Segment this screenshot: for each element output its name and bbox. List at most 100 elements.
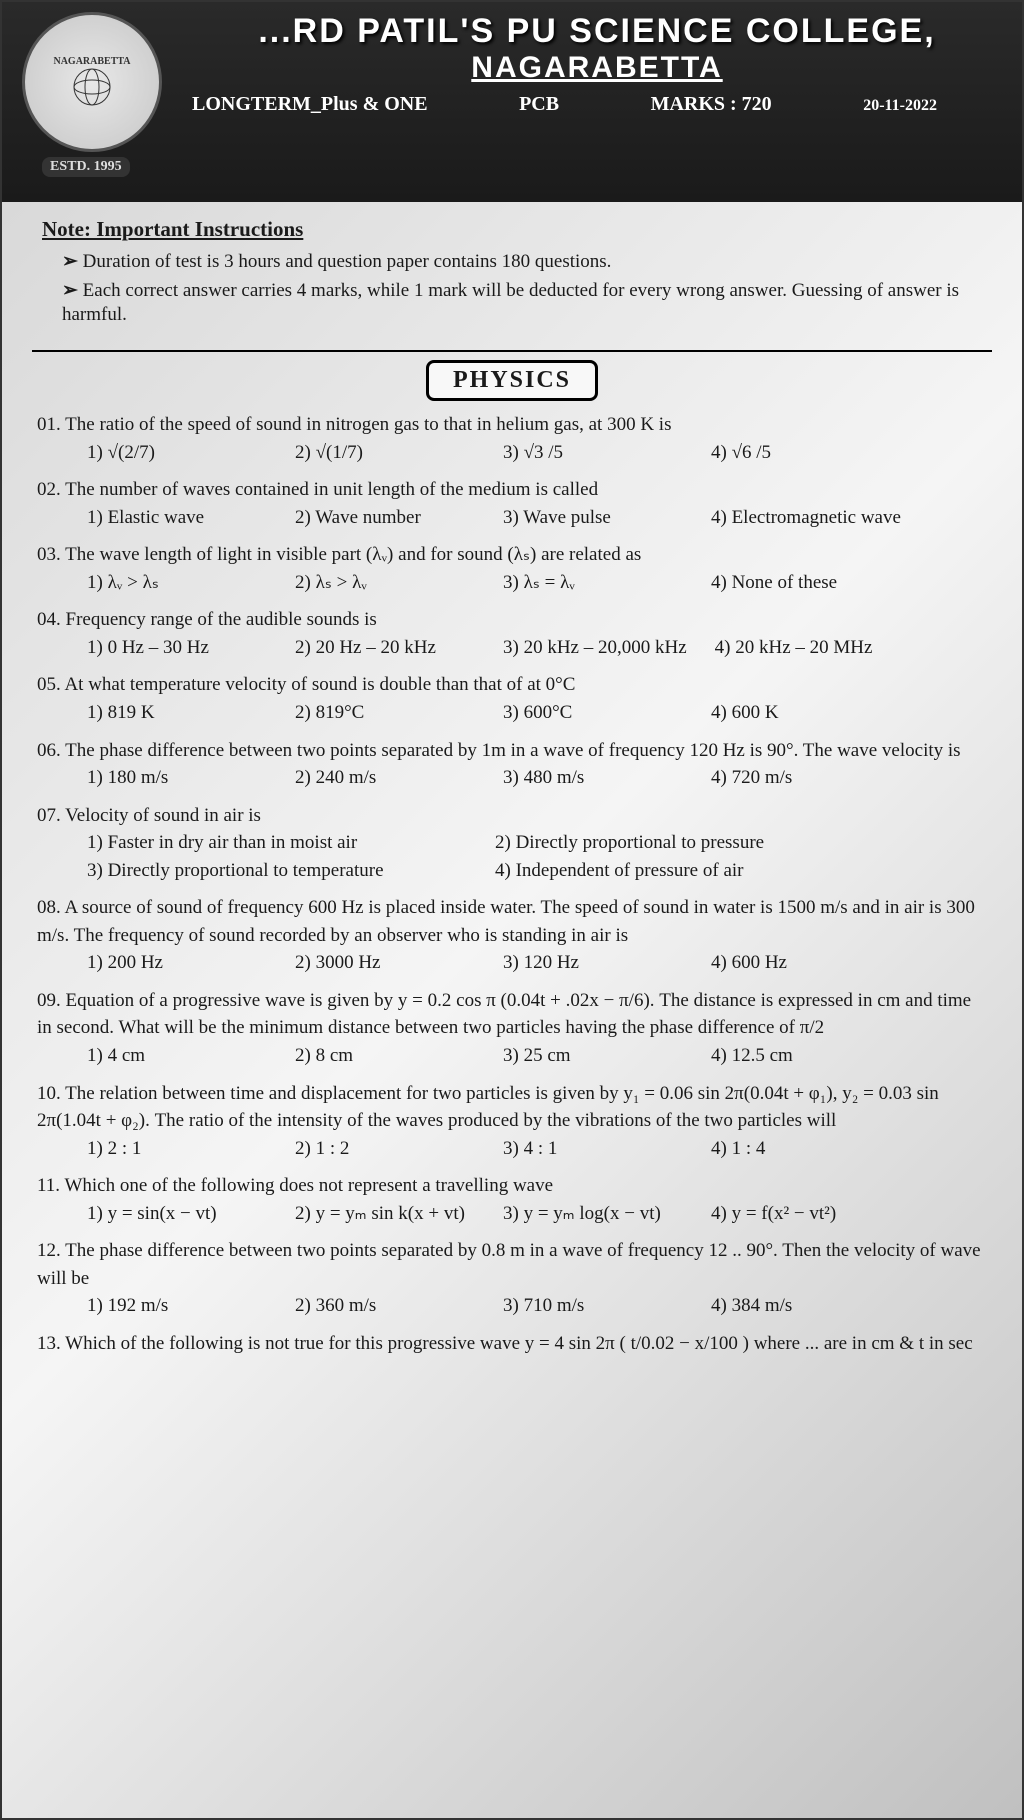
option: 2) 1 : 2 — [295, 1135, 475, 1163]
option: 2) √(1/7) — [295, 439, 475, 467]
exam-date: 20-11-2022 — [863, 97, 937, 115]
q-stem: The wave length of light in visible part… — [65, 544, 641, 565]
question-09: 09. Equation of a progressive wave is gi… — [37, 987, 987, 1070]
option: 1) Elastic wave — [87, 504, 267, 532]
instructions-title: Note: Important Instructions — [42, 217, 982, 242]
college-location: NAGARABETTA — [192, 51, 1002, 85]
subject-box: PHYSICS — [426, 360, 598, 401]
question-13: 13. Which of the following is not true f… — [37, 1330, 987, 1358]
option: 4) y = f(x² − vt²) — [711, 1200, 891, 1228]
option: 4) None of these — [711, 569, 891, 597]
option: 2) 20 Hz – 20 kHz — [295, 634, 475, 662]
college-title: ...RD PATIL'S PU SCIENCE COLLEGE, — [192, 12, 1002, 51]
option: 4) 720 m/s — [711, 764, 891, 792]
instructions: Note: Important Instructions Duration of… — [2, 202, 1022, 342]
college-emblem: NAGARABETTA — [22, 12, 162, 152]
q-stem: At what temperature velocity of sound is… — [64, 674, 575, 695]
divider — [32, 350, 992, 352]
option: 2) 819°C — [295, 699, 475, 727]
q-stem: Which of the following is not true for t… — [65, 1333, 972, 1354]
q-stem: Equation of a progressive wave is given … — [37, 990, 971, 1039]
subject-heading-wrap: PHYSICS — [2, 360, 1022, 401]
option: 3) 25 cm — [503, 1042, 683, 1070]
q-stem: A source of sound of frequency 600 Hz is… — [37, 897, 975, 946]
option: 2) 3000 Hz — [295, 949, 475, 977]
option: 3) 480 m/s — [503, 764, 683, 792]
instruction-item: Each correct answer carries 4 marks, whi… — [62, 279, 982, 328]
question-11: 11. Which one of the following does not … — [37, 1172, 987, 1227]
option: 3) 710 m/s — [503, 1292, 683, 1320]
question-02: 02. The number of waves contained in uni… — [37, 476, 987, 531]
globe-icon — [62, 67, 122, 107]
option: 1) √(2/7) — [87, 439, 267, 467]
option: 1) 180 m/s — [87, 764, 267, 792]
option: 4) Electromagnetic wave — [711, 504, 901, 532]
option: 2) Directly proportional to pressure — [495, 829, 875, 857]
question-01: 01. The ratio of the speed of sound in n… — [37, 411, 987, 466]
marks: MARKS : 720 — [651, 93, 772, 116]
option: 4) 600 Hz — [711, 949, 891, 977]
option: 4) 600 K — [711, 699, 891, 727]
q-number: 05 — [37, 674, 56, 695]
q-stem: The relation between time and displaceme… — [37, 1083, 939, 1132]
option: 3) y = yₘ log(x − vt) — [503, 1200, 683, 1228]
q-number: 10 — [37, 1083, 56, 1104]
question-12: 12. The phase difference between two poi… — [37, 1237, 987, 1320]
option: 1) 2 : 1 — [87, 1135, 267, 1163]
option: 3) Directly proportional to temperature — [87, 857, 467, 885]
option: 2) λₛ > λᵥ — [295, 569, 475, 597]
option: 2) 240 m/s — [295, 764, 475, 792]
option: 1) λᵥ > λₛ — [87, 569, 267, 597]
q-number: 02 — [37, 479, 56, 500]
option: 1) y = sin(x − vt) — [87, 1200, 267, 1228]
option: 4) √6 /5 — [711, 439, 891, 467]
q-number: 01 — [37, 414, 56, 435]
q-number: 04 — [37, 609, 56, 630]
q-number: 06 — [37, 740, 56, 761]
q-number: 11 — [37, 1175, 55, 1196]
option: 4) 12.5 cm — [711, 1042, 891, 1070]
option: 1) 819 K — [87, 699, 267, 727]
option: 3) 120 Hz — [503, 949, 683, 977]
instructions-list: Duration of test is 3 hours and question… — [42, 250, 982, 328]
q-stem: The phase difference between two points … — [37, 1240, 981, 1289]
q-stem: The number of waves contained in unit le… — [65, 479, 598, 500]
question-08: 08. A source of sound of frequency 600 H… — [37, 894, 987, 977]
question-10: 10. The relation between time and displa… — [37, 1080, 987, 1163]
exam-paper-page: NAGARABETTA ESTD. 1995 ...RD PATIL'S PU … — [0, 0, 1024, 1820]
option: 3) Wave pulse — [503, 504, 683, 532]
q-number: 13 — [37, 1333, 56, 1354]
question-07: 07. Velocity of sound in air is 1) Faste… — [37, 802, 987, 885]
question-05: 05. At what temperature velocity of soun… — [37, 671, 987, 726]
q-stem: Which one of the following does not repr… — [64, 1175, 553, 1196]
option: 1) 192 m/s — [87, 1292, 267, 1320]
exam-meta-row: LONGTERM_Plus & ONE PCB MARKS : 720 20-1… — [192, 93, 1002, 116]
estd-badge: ESTD. 1995 — [42, 157, 130, 177]
instruction-item: Duration of test is 3 hours and question… — [62, 250, 982, 275]
stream: PCB — [519, 93, 559, 116]
option: 3) √3 /5 — [503, 439, 683, 467]
questions-section: 01. The ratio of the speed of sound in n… — [2, 411, 1022, 1397]
q-number: 03 — [37, 544, 56, 565]
q-number: 09 — [37, 990, 56, 1011]
q-stem: The phase difference between two points … — [65, 740, 960, 761]
question-06: 06. The phase difference between two poi… — [37, 737, 987, 792]
title-area: ...RD PATIL'S PU SCIENCE COLLEGE, NAGARA… — [192, 12, 1002, 116]
option: 2) Wave number — [295, 504, 475, 532]
option: 1) 0 Hz – 30 Hz — [87, 634, 267, 662]
option: 3) 600°C — [503, 699, 683, 727]
option: 1) 4 cm — [87, 1042, 267, 1070]
option: 4) 1 : 4 — [711, 1135, 891, 1163]
option: 1) 200 Hz — [87, 949, 267, 977]
option: 3) 4 : 1 — [503, 1135, 683, 1163]
q-number: 07 — [37, 805, 56, 826]
option: 3) 20 kHz – 20,000 kHz — [503, 634, 687, 662]
exam-name: LONGTERM_Plus & ONE — [192, 93, 428, 116]
q-number: 08 — [37, 897, 56, 918]
option: 4) 20 kHz – 20 MHz — [715, 634, 895, 662]
emblem-org: NAGARABETTA — [53, 56, 130, 67]
option: 3) λₛ = λᵥ — [503, 569, 683, 597]
option: 4) 384 m/s — [711, 1292, 891, 1320]
option: 1) Faster in dry air than in moist air — [87, 829, 467, 857]
q-stem: Frequency range of the audible sounds is — [66, 609, 377, 630]
